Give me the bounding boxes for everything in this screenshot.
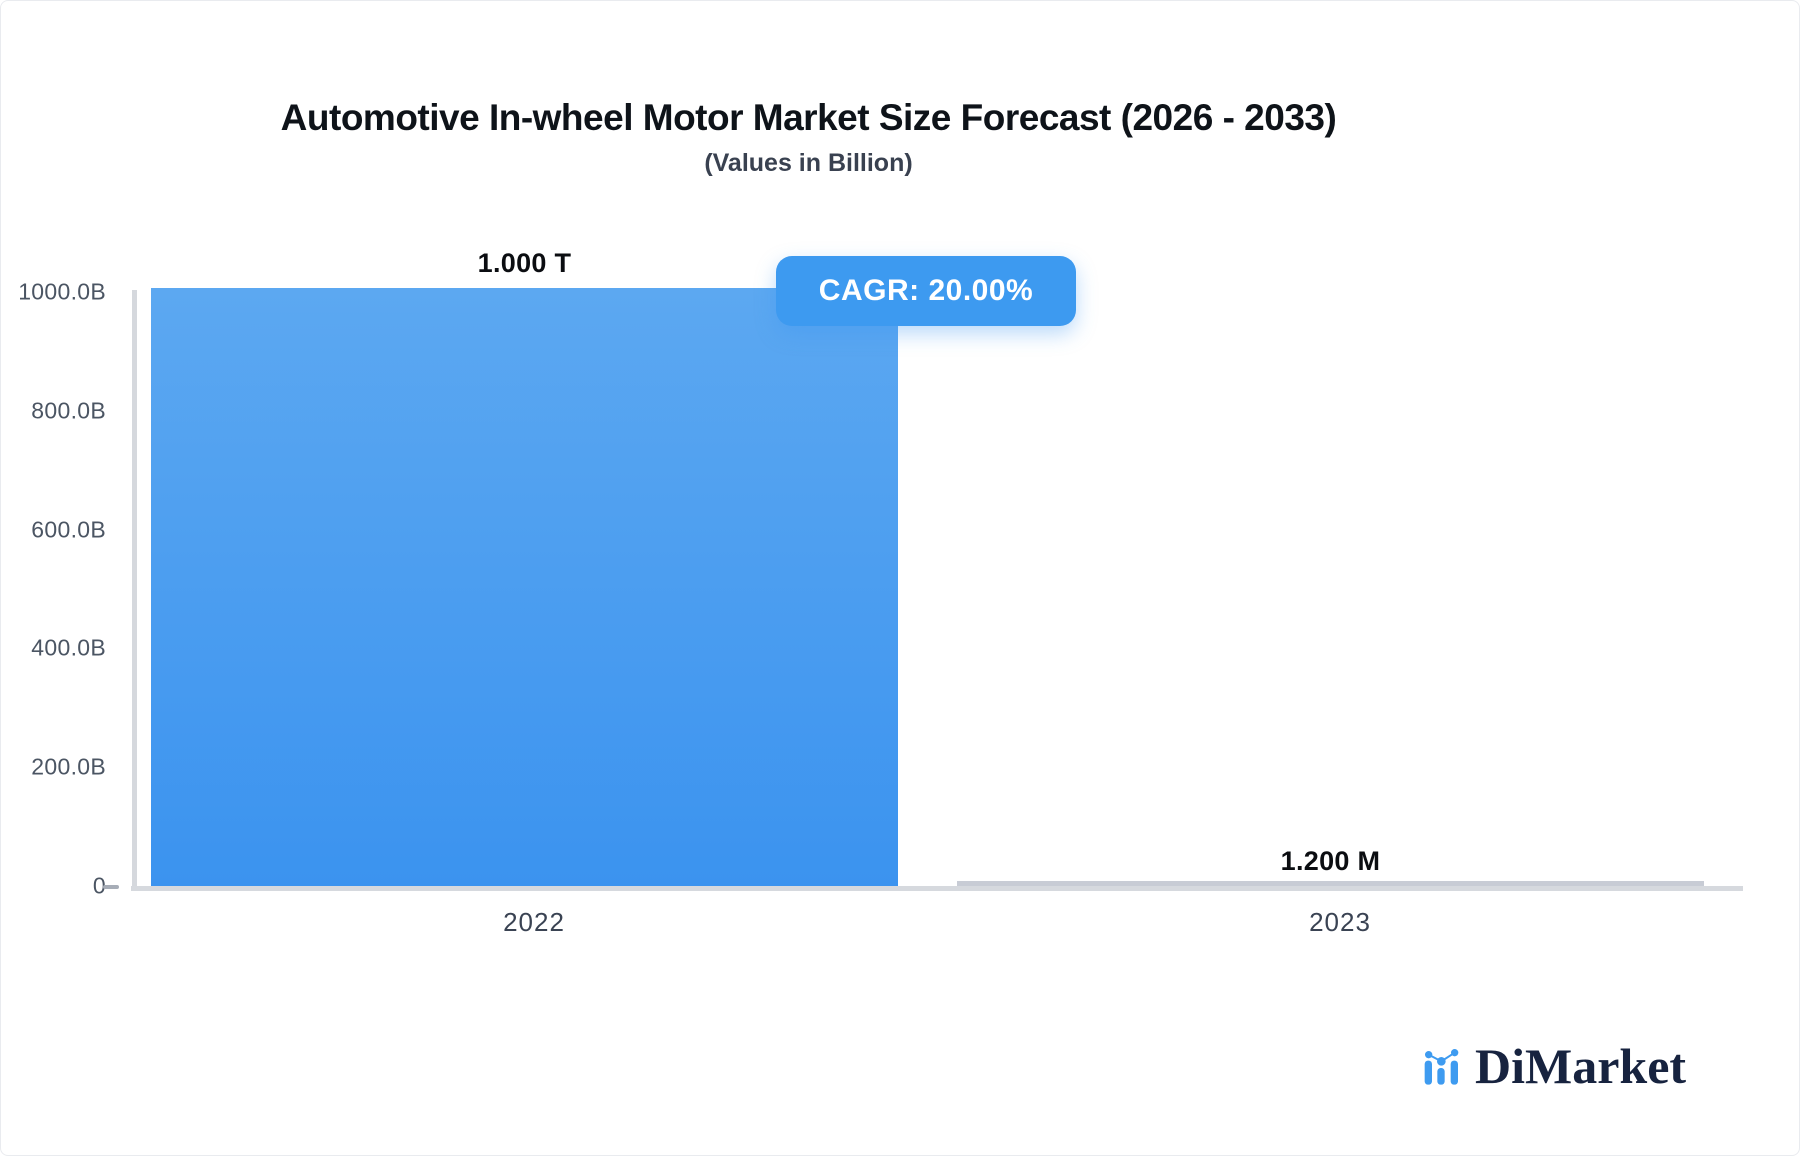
cagr-badge-label: CAGR: 20.00% [818,274,1034,307]
bar-value-label-2023: 1.200 M [1280,846,1381,876]
y-axis-tick-label: 1000.0B [18,278,106,305]
plot-area: 1.000 T 1.200 M [131,248,1743,886]
x-axis-label-2022: 2022 [503,907,565,937]
bar-2022[interactable] [151,288,898,886]
y-axis-tick-label: 400.0B [31,634,106,661]
x-axis-line [131,886,1743,891]
y-axis-tick-label: 0 [92,872,106,899]
cagr-badge: CAGR: 20.00% [776,256,1076,326]
chart-subtitle: (Values in Billion) [704,149,913,177]
brand-logo: DiMarket [1424,1041,1686,1091]
y-axis-tick-label: 600.0B [31,516,106,543]
bar-value-label-2022: 1.000 T [477,248,572,278]
y-axis-zero-tick [103,885,119,889]
chart-title: Automotive In-wheel Motor Market Size Fo… [280,97,1337,138]
y-axis-tick-label: 800.0B [31,397,106,424]
x-axis-label-2023: 2023 [1309,907,1371,937]
y-axis-line [132,290,137,887]
brand-name: DiMarket [1475,1038,1687,1094]
y-axis-tick-label: 200.0B [31,753,106,780]
bar-line-chart-icon [1424,1047,1464,1085]
bar-2023[interactable] [957,880,1704,886]
